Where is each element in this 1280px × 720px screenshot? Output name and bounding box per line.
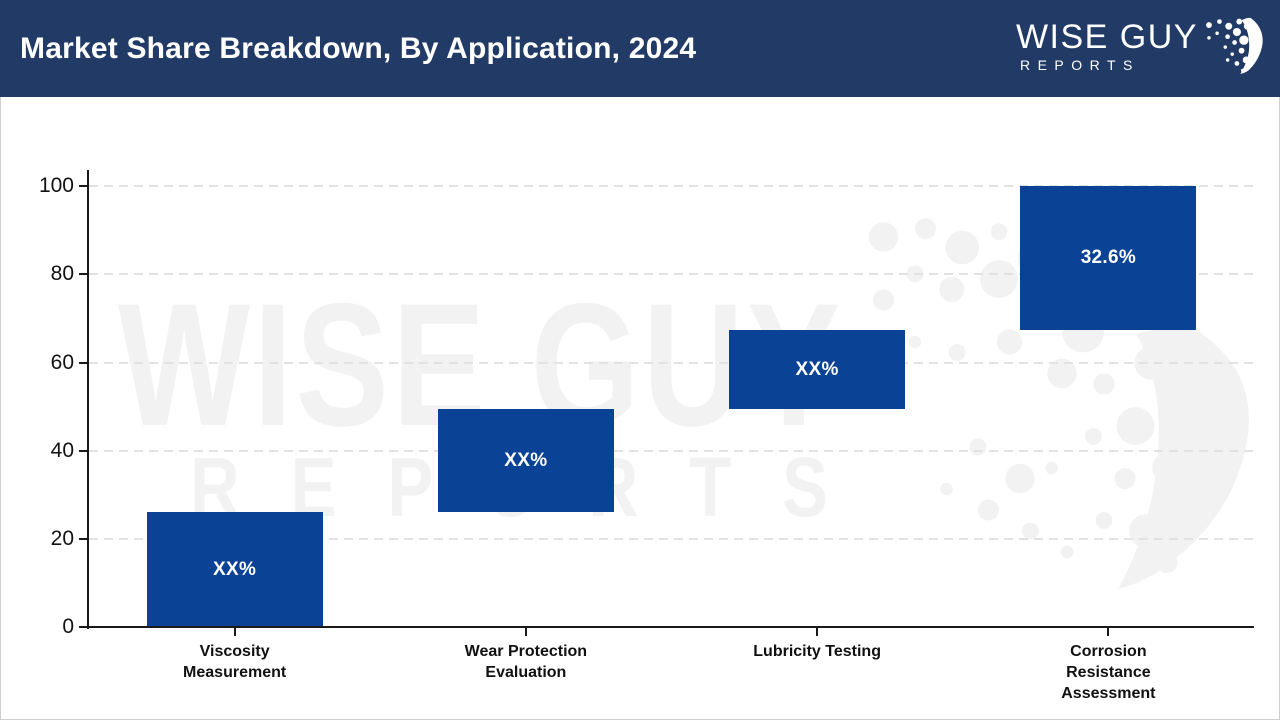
x-axis-label-line: Corrosion xyxy=(1070,643,1147,660)
y-axis-tick-40 xyxy=(79,449,88,452)
y-axis-tick-60 xyxy=(79,361,88,364)
chart-area: WISE GUY REPORTS 0 20 40 60 80 100 XX% Viscosit… xyxy=(0,97,1280,717)
y-axis-label-40: 40 xyxy=(50,438,74,462)
logo-text: WISE GUY REPORTS xyxy=(1016,18,1198,74)
bar-value-label: XX% xyxy=(795,358,839,380)
x-axis-line xyxy=(87,626,1254,628)
x-axis-label-line: Resistance xyxy=(1066,664,1151,681)
chart-title: Market Share Breakdown, By Application, … xyxy=(20,31,697,65)
x-axis-label-lubricity-testing: Lubricity Testing xyxy=(687,641,947,662)
bar-viscosity-measurement: XX% xyxy=(146,512,323,627)
x-axis-label-line: Measurement xyxy=(183,664,287,681)
y-axis-label-100: 100 xyxy=(38,174,74,198)
watermark-layer: WISE GUY REPORTS xyxy=(0,97,1280,717)
x-axis-label-line: Assessment xyxy=(1061,685,1156,702)
x-axis-label-line: Lubricity Testing xyxy=(753,643,881,660)
y-axis-tick-100 xyxy=(79,185,88,188)
x-axis-label-corrosion-resistance-assessment: Corrosion Resistance Assessment xyxy=(978,641,1238,704)
bar-wear-protection-evaluation: XX% xyxy=(437,409,614,513)
gridline-20 xyxy=(89,537,1254,540)
y-axis-label-0: 0 xyxy=(62,615,74,638)
x-axis-tick-lubricity-testing xyxy=(816,628,819,636)
gridline-100 xyxy=(89,185,1254,188)
logo-wordmark: WISE GUY xyxy=(1015,18,1198,56)
bar-lubricity-testing: XX% xyxy=(729,329,906,410)
x-axis-label-line: Viscosity xyxy=(199,643,270,660)
y-axis-tick-80 xyxy=(79,273,88,276)
bar-value-label: XX% xyxy=(504,449,548,471)
y-axis-label-80: 80 xyxy=(50,262,74,286)
x-axis-label-line: Wear Protection xyxy=(464,643,588,660)
y-axis-label-20: 20 xyxy=(50,526,74,550)
bar-value-label: XX% xyxy=(213,558,257,580)
y-axis-line xyxy=(87,170,89,629)
x-axis-label-line: Evaluation xyxy=(485,664,567,681)
x-axis-tick-wear-protection-evaluation xyxy=(524,628,527,636)
gridline-80 xyxy=(89,273,1254,276)
logo-subtitle: REPORTS xyxy=(1019,57,1140,73)
y-axis-label-60: 60 xyxy=(50,350,74,374)
x-axis-label-wear-protection-evaluation: Wear Protection Evaluation xyxy=(396,641,656,683)
header-bar: Market Share Breakdown, By Application, … xyxy=(0,0,1280,97)
x-axis-tick-corrosion-resistance-assessment xyxy=(1107,628,1110,636)
x-axis-tick-viscosity-measurement xyxy=(233,628,236,636)
face-dots-icon xyxy=(1206,17,1263,74)
x-axis-label-viscosity-measurement: Viscosity Measurement xyxy=(105,641,365,683)
bar-value-label: 32.6% xyxy=(1080,247,1137,269)
wise-guy-reports-logo: WISE GUY REPORTS xyxy=(1016,6,1266,86)
bar-corrosion-resistance-assessment: 32.6% xyxy=(1020,186,1197,330)
gridline-40 xyxy=(89,449,1254,452)
y-axis-tick-0 xyxy=(79,626,88,628)
gridline-60 xyxy=(89,361,1254,364)
y-axis-tick-20 xyxy=(79,537,88,540)
